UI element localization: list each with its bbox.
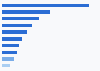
Bar	[2, 24, 32, 27]
Bar	[2, 44, 19, 47]
Bar	[2, 4, 89, 7]
Bar	[2, 57, 14, 61]
Bar	[2, 37, 22, 41]
Bar	[2, 17, 39, 20]
Bar	[2, 30, 27, 34]
Bar	[2, 10, 50, 14]
Bar	[2, 64, 10, 67]
Bar	[2, 51, 17, 54]
